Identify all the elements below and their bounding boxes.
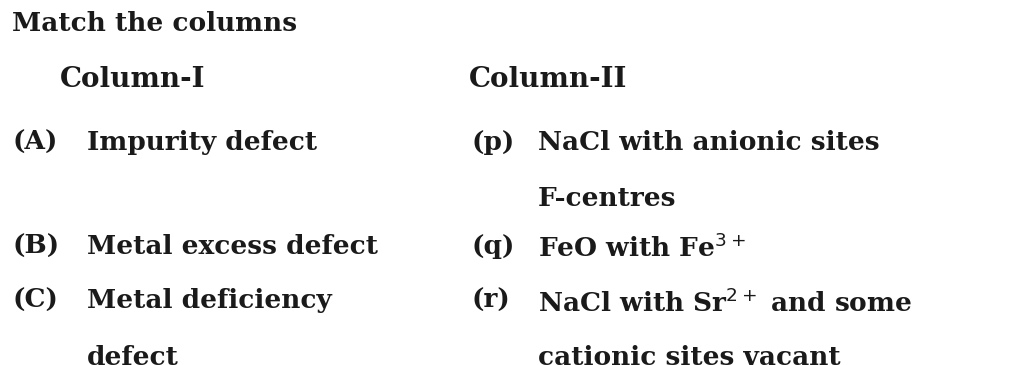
Text: Metal excess defect: Metal excess defect [87, 234, 378, 258]
Text: (q): (q) [471, 234, 514, 258]
Text: Impurity defect: Impurity defect [87, 130, 317, 154]
Text: NaCl with Sr$^{2+}$ and some: NaCl with Sr$^{2+}$ and some [538, 288, 911, 317]
Text: Match the columns: Match the columns [12, 11, 297, 36]
Text: NaCl with anionic sites: NaCl with anionic sites [538, 130, 880, 154]
Text: F-centres: F-centres [538, 186, 676, 211]
Text: defect: defect [87, 345, 179, 365]
Text: (B): (B) [12, 234, 59, 258]
Text: (A): (A) [12, 130, 57, 154]
Text: Column-I: Column-I [60, 66, 206, 93]
Text: FeO with Fe$^{3+}$: FeO with Fe$^{3+}$ [538, 234, 745, 262]
Text: (p): (p) [471, 130, 514, 154]
Text: cationic sites vacant: cationic sites vacant [538, 345, 841, 365]
Text: Metal deficiency: Metal deficiency [87, 288, 332, 313]
Text: (r): (r) [471, 288, 510, 313]
Text: Column-II: Column-II [469, 66, 627, 93]
Text: (C): (C) [12, 288, 58, 313]
